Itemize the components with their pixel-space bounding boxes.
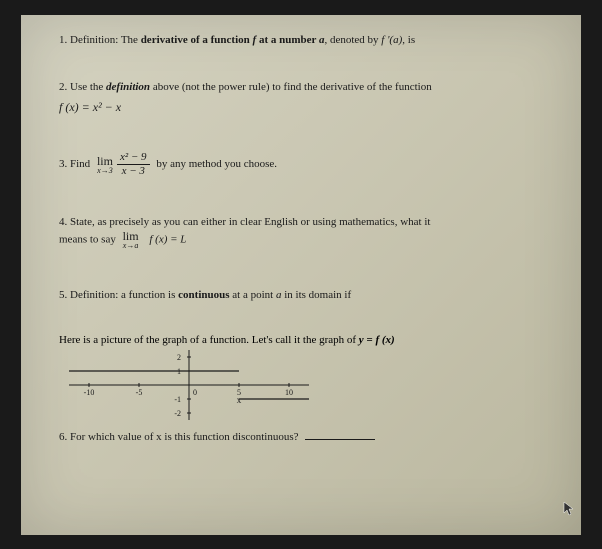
q3-tail: by any method you choose. <box>156 158 277 170</box>
svg-text:-2: -2 <box>174 409 181 418</box>
q1-prefix: 1. Definition: The <box>59 34 141 46</box>
q4-limit: lim x→a <box>123 230 143 250</box>
q6-text: 6. For which value of x is this function… <box>59 431 299 443</box>
problem-2: 2. Use the definition above (not the pow… <box>59 80 553 116</box>
graph-yeq: y = f (x) <box>359 334 395 346</box>
q4-line1: 4. State, as precisely as you can either… <box>59 215 553 230</box>
svg-text:0: 0 <box>193 388 197 397</box>
cursor-icon <box>563 501 575 521</box>
q2-equation: f (x) = x² − x <box>59 99 553 116</box>
q3-prefix: 3. Find <box>59 158 93 170</box>
q4-fx: f (x) = L <box>149 234 186 246</box>
q1-bold: derivative of a function <box>141 34 253 46</box>
q4-line2a: means to say <box>59 234 119 246</box>
svg-text:x: x <box>237 395 242 405</box>
problem-6: 6. For which value of x is this function… <box>59 430 553 445</box>
q2-mid: above (not the power rule) to find the d… <box>150 81 432 93</box>
q2-def: definition <box>106 81 150 93</box>
q1-tail: , is <box>402 34 415 46</box>
q3-num: x² − 9 <box>117 152 150 165</box>
q4-line2: means to say lim x→a f (x) = L <box>59 230 553 250</box>
q5-tail: in its domain if <box>281 289 351 301</box>
graph-svg: -10-50510-2-112x <box>69 350 309 420</box>
worksheet-page: 1. Definition: The derivative of a funct… <box>21 15 581 535</box>
problem-4: 4. State, as precisely as you can either… <box>59 215 553 250</box>
q1-mid: at a number <box>259 34 319 46</box>
problem-3: 3. Find lim x→3 x² − 9 x − 3 by any meth… <box>59 152 553 177</box>
q3-limsub: x→3 <box>97 167 113 175</box>
svg-text:2: 2 <box>177 353 181 362</box>
graph-section: Here is a picture of the graph of a func… <box>59 334 553 420</box>
q1-post: , denoted by <box>324 34 381 46</box>
q2-prefix: 2. Use the <box>59 81 106 93</box>
graph-intro-text: Here is a picture of the graph of a func… <box>59 334 359 346</box>
svg-text:-1: -1 <box>174 395 181 404</box>
q1-fprime: f '(a) <box>381 34 402 46</box>
q5-bold: continuous <box>178 289 229 301</box>
problem-1: 1. Definition: The derivative of a funct… <box>59 33 553 48</box>
answer-blank <box>305 430 375 440</box>
q3-lim-col: lim x→3 <box>97 155 113 175</box>
q3-fraction: x² − 9 x − 3 <box>117 152 150 177</box>
graph-intro: Here is a picture of the graph of a func… <box>59 334 553 346</box>
q4-lim-col: lim x→a <box>123 230 139 250</box>
svg-text:-5: -5 <box>136 388 143 397</box>
svg-text:-10: -10 <box>84 388 95 397</box>
q5-mid: at a point <box>230 289 276 301</box>
q3-limit: lim x→3 x² − 9 x − 3 <box>97 152 150 177</box>
q4-limsub: x→a <box>123 242 139 250</box>
q5-prefix: 5. Definition: a function is <box>59 289 178 301</box>
q3-den: x − 3 <box>119 165 148 177</box>
q3-lim: lim <box>97 155 113 167</box>
svg-text:10: 10 <box>285 388 293 397</box>
function-graph: -10-50510-2-112x <box>69 350 309 420</box>
problem-5: 5. Definition: a function is continuous … <box>59 288 553 303</box>
